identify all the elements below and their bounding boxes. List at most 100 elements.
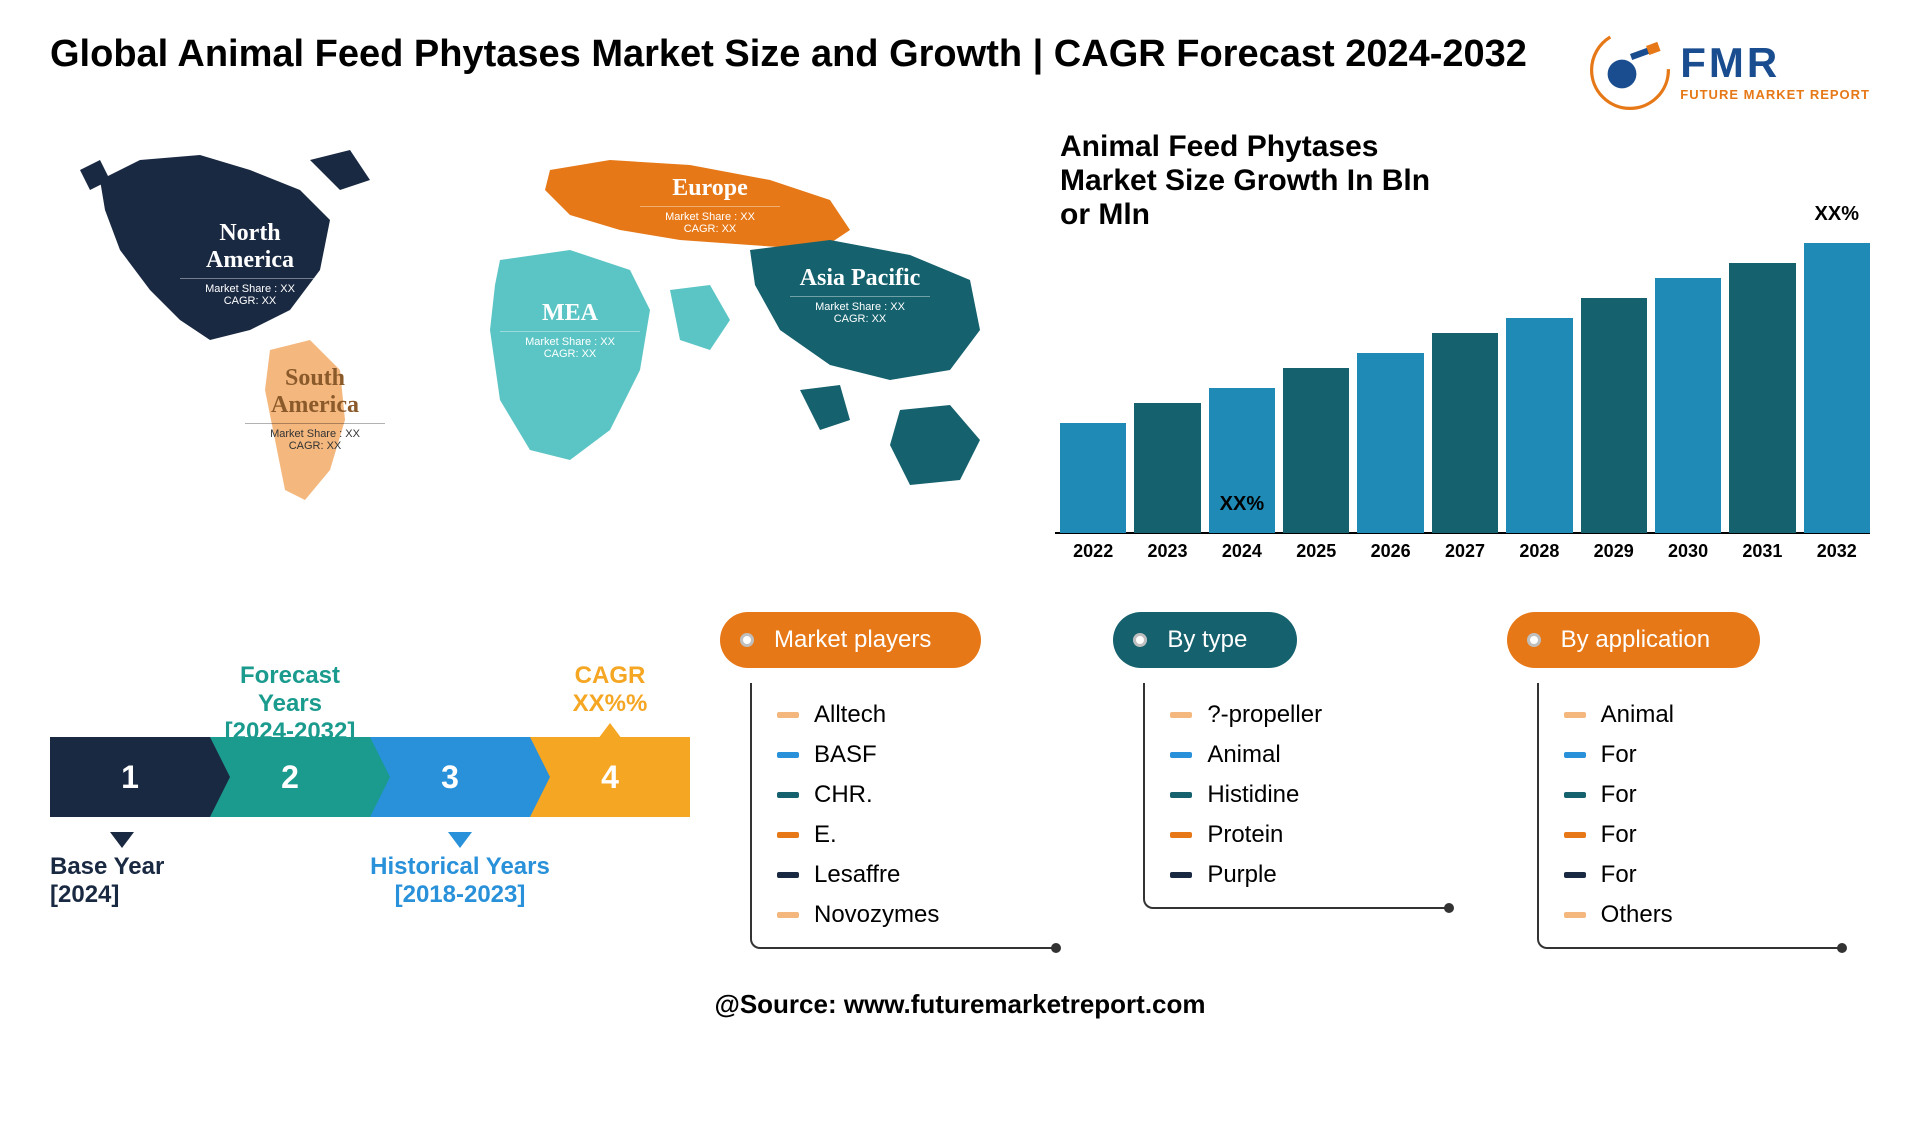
list-item-text: BASF: [814, 741, 877, 769]
market-players-section: Market players Alltech BASF CHR. E. Lesaffre…: [720, 602, 1083, 949]
bullet-icon: [1564, 752, 1586, 758]
list-item: Novozymes: [777, 895, 1049, 935]
by-application-section: By application AnimalForForForForOthers: [1507, 602, 1870, 949]
world-map: North America Market Share : XX CAGR: XX…: [50, 130, 1030, 510]
list-item: Animal: [1564, 695, 1836, 735]
bar-2030: 2030: [1655, 278, 1721, 562]
bar-fill: [1283, 368, 1349, 533]
bar-year-label: 2028: [1519, 541, 1559, 562]
by-type-section: By type ?-propeller Animal Histidine Protei…: [1113, 602, 1476, 909]
region-mea-share: Market Share : XX: [500, 331, 640, 348]
arrow-down-icon: [110, 832, 134, 848]
bar-fill: [1655, 278, 1721, 533]
list-item: Lesaffre: [777, 855, 1049, 895]
bar-year-label: 2031: [1742, 541, 1782, 562]
bullet-icon: [740, 633, 754, 647]
list-item: E.: [777, 815, 1049, 855]
list-item-text: Others: [1601, 901, 1673, 929]
bar-year-label: 2022: [1073, 541, 1113, 562]
bullet-icon: [1564, 712, 1586, 718]
timeline-seg-1: 1: [50, 737, 210, 817]
hist-range: [2018-2023]: [350, 881, 570, 909]
bar-year-label: 2025: [1296, 541, 1336, 562]
list-item: For: [1564, 775, 1836, 815]
region-sa-share: Market Share : XX: [245, 423, 385, 440]
list-item: For: [1564, 735, 1836, 775]
hist-label: Historical Years: [350, 853, 570, 881]
list-item-text: For: [1601, 781, 1637, 809]
bar-2029: 2029: [1581, 298, 1647, 562]
source-text: @Source: www.futuremarketreport.com: [50, 989, 1870, 1020]
region-eu-share: Market Share : XX: [640, 206, 780, 223]
bullet-icon: [1133, 633, 1147, 647]
region-ap-share: Market Share : XX: [790, 296, 930, 313]
list-item: Others: [1564, 895, 1836, 935]
annotation-end: XX%: [1815, 203, 1859, 226]
list-item: ?-propeller: [1170, 695, 1442, 735]
list-item-text: Purple: [1207, 861, 1276, 889]
region-ap-cagr: CAGR: XX: [790, 313, 930, 325]
list-item: Animal: [1170, 735, 1442, 775]
chart-title: Animal Feed Phytases Market Size Growth …: [1060, 130, 1460, 232]
list-item: Alltech: [777, 695, 1049, 735]
bar-fill: [1506, 318, 1572, 533]
list-item-text: Protein: [1207, 821, 1283, 849]
bullet-icon: [777, 912, 799, 918]
arrow-down-icon: [448, 832, 472, 848]
cagr-value: XX%%: [530, 690, 690, 718]
bullet-icon: [777, 752, 799, 758]
page-title: Global Animal Feed Phytases Market Size …: [50, 30, 1527, 79]
list-item-text: Alltech: [814, 701, 886, 729]
bar-fill: [1357, 353, 1423, 533]
bar-fill: [1581, 298, 1647, 533]
bullet-icon: [1564, 912, 1586, 918]
by-type-title: By type: [1167, 626, 1247, 654]
logo-text-main: FMR: [1680, 39, 1870, 87]
by-type-header: By type: [1113, 612, 1297, 668]
region-eu-name: Europe: [640, 175, 780, 202]
by-application-header: By application: [1507, 612, 1760, 668]
list-item: For: [1564, 855, 1836, 895]
list-item: Purple: [1170, 855, 1442, 895]
market-players-title: Market players: [774, 626, 931, 654]
bullet-icon: [1170, 752, 1192, 758]
base-label: Base Year: [50, 853, 210, 881]
timeline: Forecast Years [2024-2032] CAGR XX%% 1 2…: [50, 602, 690, 932]
fmr-logo: FMR FUTURE MARKET REPORT: [1590, 30, 1870, 110]
bar-2022: 2022: [1060, 423, 1126, 562]
list-item: BASF: [777, 735, 1049, 775]
bullet-icon: [1564, 872, 1586, 878]
region-mea-cagr: CAGR: XX: [500, 348, 640, 360]
bar-fill: [1804, 243, 1870, 533]
list-item-text: E.: [814, 821, 837, 849]
region-na-share: Market Share : XX: [180, 278, 320, 295]
bar-year-label: 2023: [1148, 541, 1188, 562]
bullet-icon: [777, 832, 799, 838]
bar-year-label: 2030: [1668, 541, 1708, 562]
by-application-title: By application: [1561, 626, 1710, 654]
bar-2025: 2025: [1283, 368, 1349, 562]
cagr-label: CAGR: [530, 662, 690, 690]
bar-2024: 2024XX%: [1209, 388, 1275, 562]
region-sa-cagr: CAGR: XX: [245, 440, 385, 452]
bullet-icon: [1170, 792, 1192, 798]
list-item-text: Animal: [1207, 741, 1280, 769]
annotation-start: XX%: [1220, 493, 1264, 516]
bullet-icon: [1564, 792, 1586, 798]
list-item: Histidine: [1170, 775, 1442, 815]
bar-2023: 2023: [1134, 403, 1200, 562]
bullet-icon: [1170, 832, 1192, 838]
bullet-icon: [1564, 832, 1586, 838]
timeline-seg-2: 2: [210, 737, 370, 817]
bar-fill: [1060, 423, 1126, 533]
bar-fill: [1729, 263, 1795, 533]
list-item: Protein: [1170, 815, 1442, 855]
list-item-text: For: [1601, 821, 1637, 849]
forecast-label: Forecast Years: [210, 662, 370, 718]
bullet-icon: [777, 712, 799, 718]
base-range: [2024]: [50, 881, 210, 909]
list-item: CHR.: [777, 775, 1049, 815]
bar-2026: 2026: [1357, 353, 1423, 562]
telescope-icon: [1590, 30, 1670, 110]
bar-year-label: 2027: [1445, 541, 1485, 562]
